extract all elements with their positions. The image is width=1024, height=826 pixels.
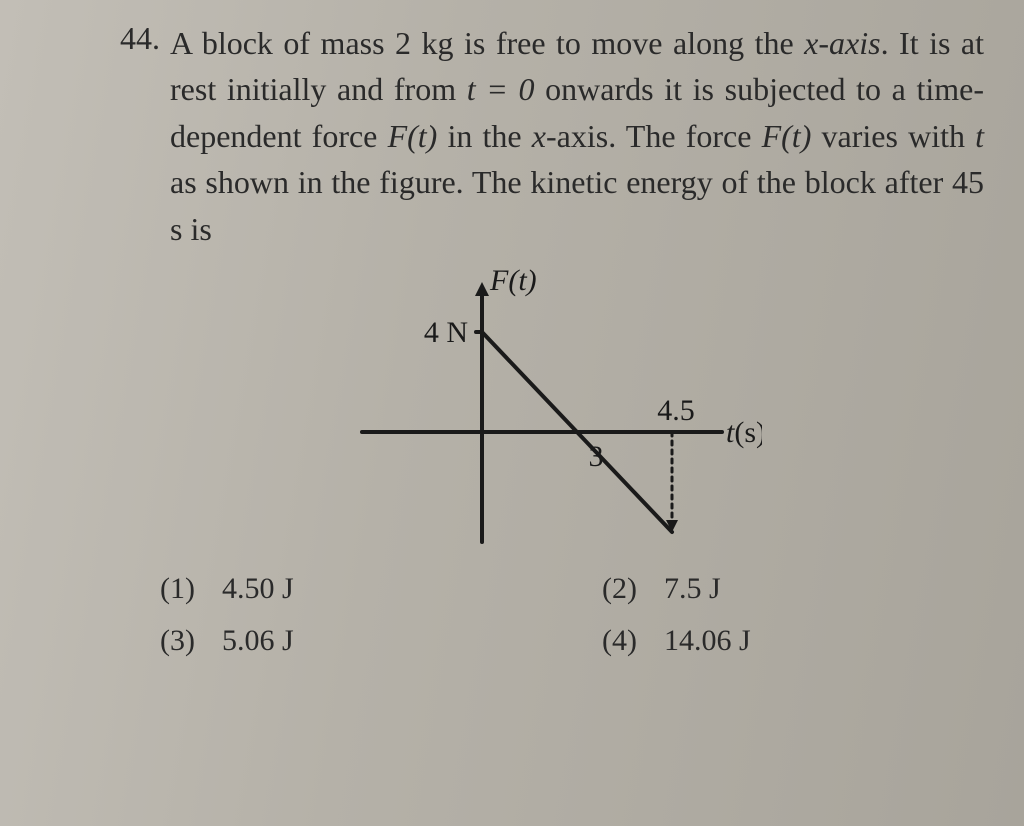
svg-text:F(t): F(t)	[489, 264, 537, 297]
svg-text:3: 3	[589, 440, 604, 473]
qt-p4: in the	[437, 118, 531, 154]
svg-text:4.5: 4.5	[657, 394, 695, 427]
option-4-value: 14.06 J	[664, 624, 751, 658]
page: 44. A block of mass 2 kg is free to move…	[0, 0, 1024, 826]
svg-text:4 N: 4 N	[424, 316, 468, 349]
qt-p1: A block of mass 2 kg is free to move alo…	[170, 25, 804, 61]
chart-holder: F(t) 4 N 3 4.5 t(s)	[100, 262, 984, 562]
qt-Ft1: F(t)	[388, 118, 438, 154]
option-1[interactable]: (1) 4.50 J	[160, 572, 542, 606]
qt-p5: -axis. The force	[546, 118, 762, 154]
svg-text:t(s): t(s)	[726, 416, 762, 449]
qt-teq: t = 0	[467, 71, 535, 107]
option-2[interactable]: (2) 7.5 J	[602, 572, 984, 606]
option-3-value: 5.06 J	[222, 624, 294, 658]
option-3-label: (3)	[160, 624, 210, 658]
qt-xaxis: x-axis	[804, 25, 880, 61]
force-time-chart: F(t) 4 N 3 4.5 t(s)	[322, 262, 762, 562]
qt-Ft2: F(t)	[762, 118, 812, 154]
question-row: 44. A block of mass 2 kg is free to move…	[100, 20, 984, 252]
option-2-value: 7.5 J	[664, 572, 721, 606]
option-2-label: (2)	[602, 572, 652, 606]
option-4[interactable]: (4) 14.06 J	[602, 624, 984, 658]
qt-p6: varies with	[811, 118, 975, 154]
question-number: 44.	[100, 20, 170, 57]
qt-p7: as shown in the figure. The kinetic ener…	[170, 164, 984, 246]
qt-xaxis2: x	[532, 118, 546, 154]
question-text: A block of mass 2 kg is free to move alo…	[170, 20, 984, 252]
option-1-value: 4.50 J	[222, 572, 294, 606]
option-3[interactable]: (3) 5.06 J	[160, 624, 542, 658]
qt-tvar: t	[975, 118, 984, 154]
option-4-label: (4)	[602, 624, 652, 658]
options-grid: (1) 4.50 J (2) 7.5 J (3) 5.06 J (4) 14.0…	[160, 572, 984, 658]
option-1-label: (1)	[160, 572, 210, 606]
